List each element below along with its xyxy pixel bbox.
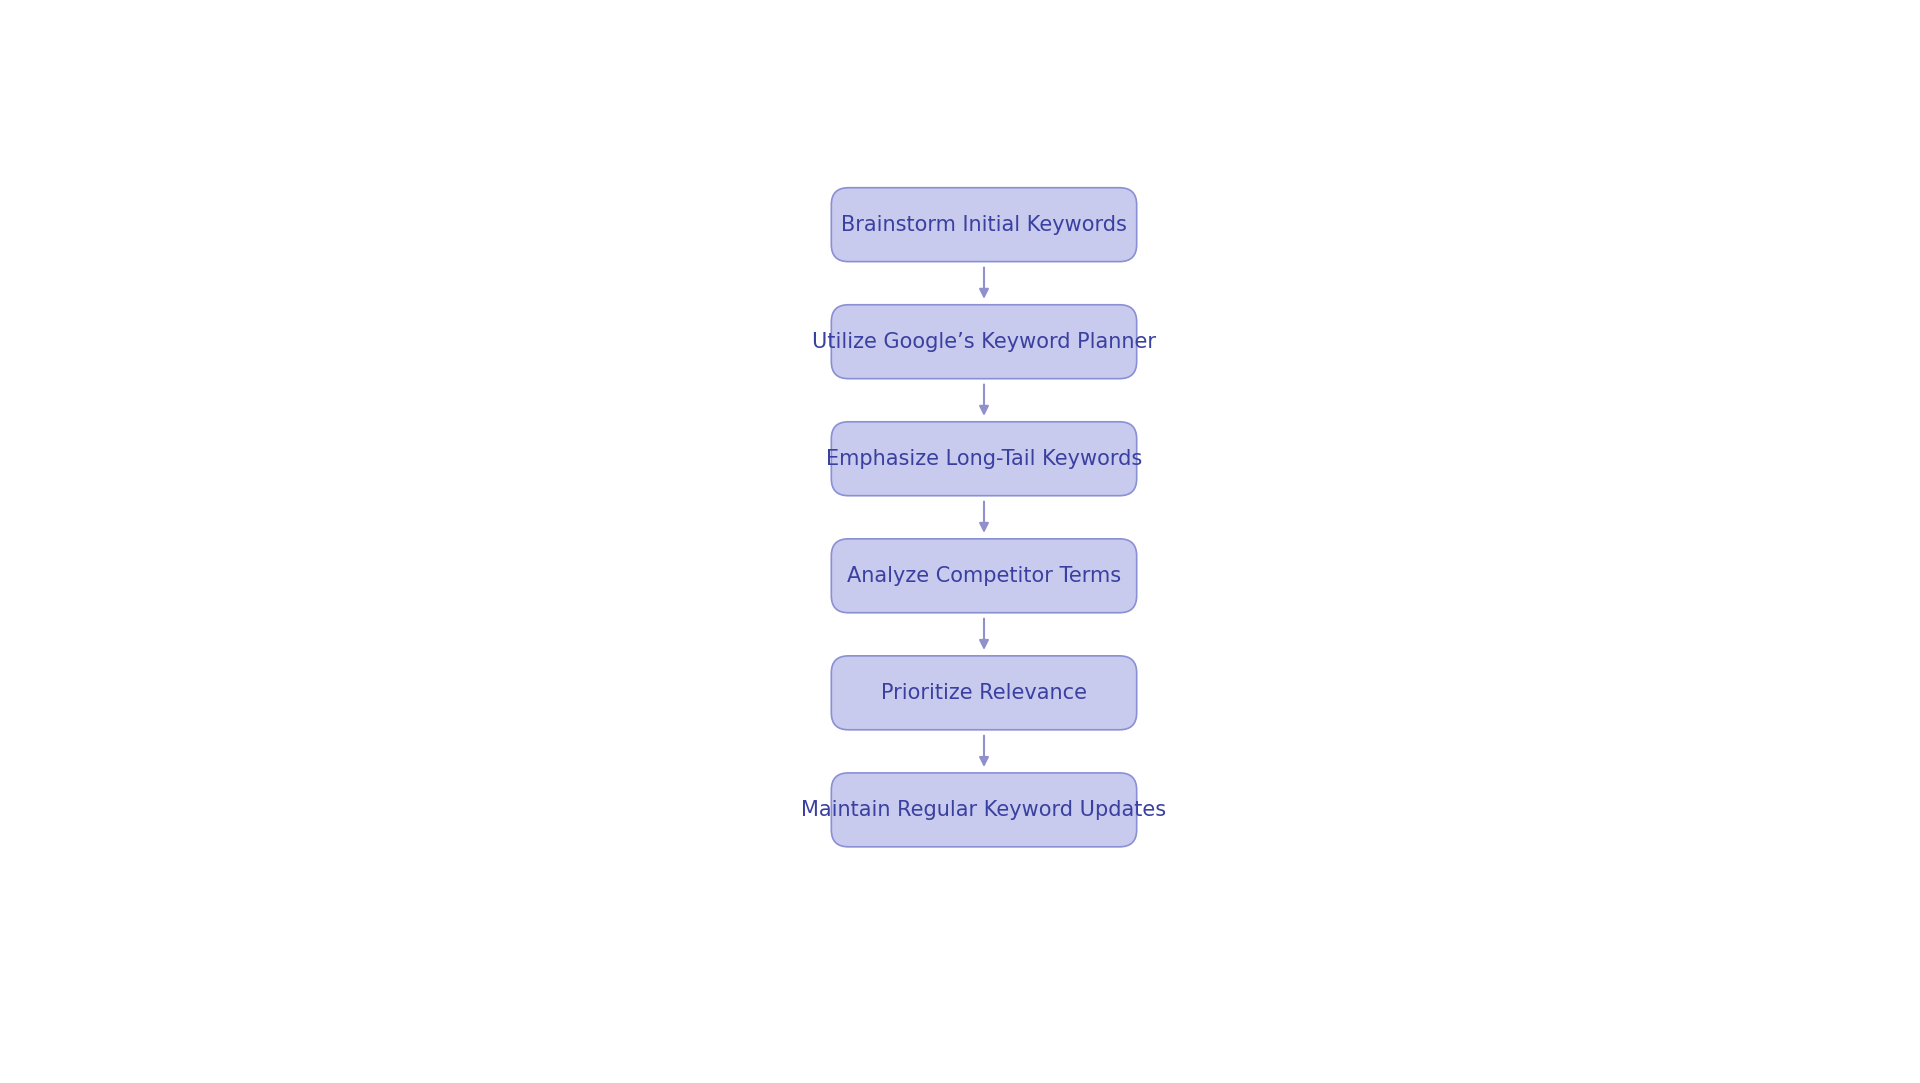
FancyBboxPatch shape [831, 773, 1137, 847]
Text: Prioritize Relevance: Prioritize Relevance [881, 682, 1087, 703]
Text: Analyze Competitor Terms: Analyze Competitor Terms [847, 565, 1121, 586]
FancyBboxPatch shape [831, 539, 1137, 613]
FancyBboxPatch shape [831, 187, 1137, 262]
FancyBboxPatch shape [831, 421, 1137, 496]
Text: Utilize Google’s Keyword Planner: Utilize Google’s Keyword Planner [812, 331, 1156, 352]
FancyBboxPatch shape [831, 656, 1137, 730]
Text: Emphasize Long-Tail Keywords: Emphasize Long-Tail Keywords [826, 448, 1142, 469]
Text: Brainstorm Initial Keywords: Brainstorm Initial Keywords [841, 214, 1127, 235]
FancyBboxPatch shape [831, 304, 1137, 379]
Text: Maintain Regular Keyword Updates: Maintain Regular Keyword Updates [801, 800, 1167, 820]
